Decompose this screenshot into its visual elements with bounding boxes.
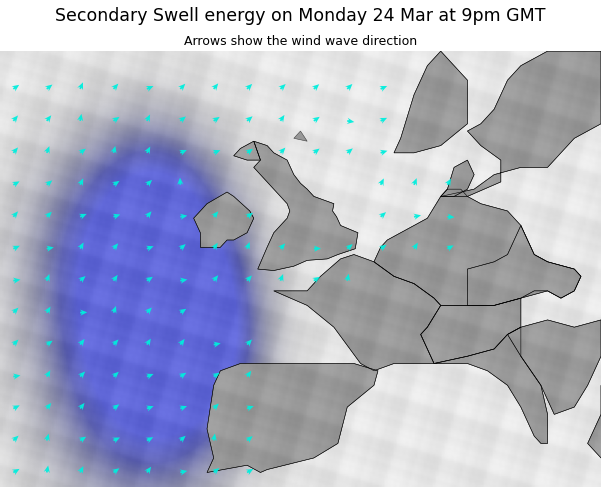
Polygon shape: [207, 363, 378, 472]
Polygon shape: [274, 255, 441, 371]
Polygon shape: [234, 141, 260, 160]
Polygon shape: [421, 298, 521, 363]
Polygon shape: [394, 51, 468, 153]
Text: Arrows show the wind wave direction: Arrows show the wind wave direction: [184, 36, 417, 48]
Text: Secondary Swell energy on Monday 24 Mar at 9pm GMT: Secondary Swell energy on Monday 24 Mar …: [55, 7, 546, 25]
Polygon shape: [441, 51, 601, 196]
Polygon shape: [434, 327, 548, 444]
Polygon shape: [374, 189, 581, 305]
Polygon shape: [441, 160, 474, 196]
Polygon shape: [254, 141, 358, 270]
Polygon shape: [588, 385, 601, 458]
Polygon shape: [507, 320, 601, 414]
Polygon shape: [468, 225, 581, 305]
Polygon shape: [294, 131, 307, 141]
Polygon shape: [194, 192, 254, 247]
